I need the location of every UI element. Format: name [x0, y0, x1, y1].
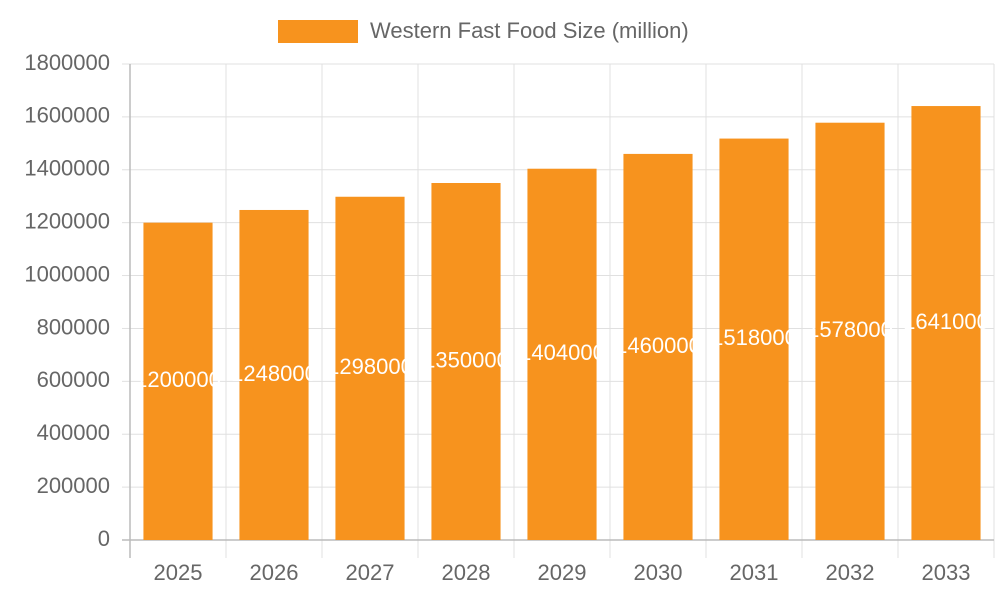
y-tick-label: 1600000 — [24, 103, 110, 128]
bar — [815, 122, 885, 540]
y-tick-label: 400000 — [37, 420, 110, 445]
data-label: 1248000 — [231, 361, 317, 386]
x-tick-label: 2026 — [250, 560, 299, 585]
x-tick-label: 2030 — [634, 560, 683, 585]
bar — [527, 168, 597, 540]
bar — [623, 153, 693, 540]
bar — [911, 106, 981, 541]
x-tick-label: 2032 — [826, 560, 875, 585]
x-tick-label: 2031 — [730, 560, 779, 585]
y-tick-label: 1000000 — [24, 261, 110, 286]
data-label: 1200000 — [135, 367, 221, 392]
data-label: 1641000 — [903, 309, 989, 334]
y-tick-label: 200000 — [37, 473, 110, 498]
bar — [431, 183, 501, 540]
data-label: 1578000 — [807, 317, 893, 342]
x-tick-label: 2029 — [538, 560, 587, 585]
bar — [335, 196, 405, 541]
y-tick-label: 1800000 — [24, 50, 110, 75]
data-label: 1404000 — [519, 340, 605, 365]
legend-swatch — [278, 20, 358, 43]
bar — [143, 222, 213, 540]
data-label: 1460000 — [615, 333, 701, 358]
data-label: 1350000 — [423, 347, 509, 372]
y-tick-label: 1400000 — [24, 156, 110, 181]
legend-label: Western Fast Food Size (million) — [370, 18, 689, 43]
y-tick-label: 1200000 — [24, 208, 110, 233]
x-tick-label: 2025 — [154, 560, 203, 585]
bar — [719, 138, 789, 540]
data-label: 1298000 — [327, 354, 413, 379]
x-tick-label: 2027 — [346, 560, 395, 585]
y-tick-label: 0 — [98, 526, 110, 551]
data-label: 1518000 — [711, 325, 797, 350]
x-tick-label: 2028 — [442, 560, 491, 585]
bar — [239, 209, 309, 540]
x-tick-label: 2033 — [922, 560, 971, 585]
y-tick-label: 600000 — [37, 367, 110, 392]
y-tick-label: 800000 — [37, 314, 110, 339]
